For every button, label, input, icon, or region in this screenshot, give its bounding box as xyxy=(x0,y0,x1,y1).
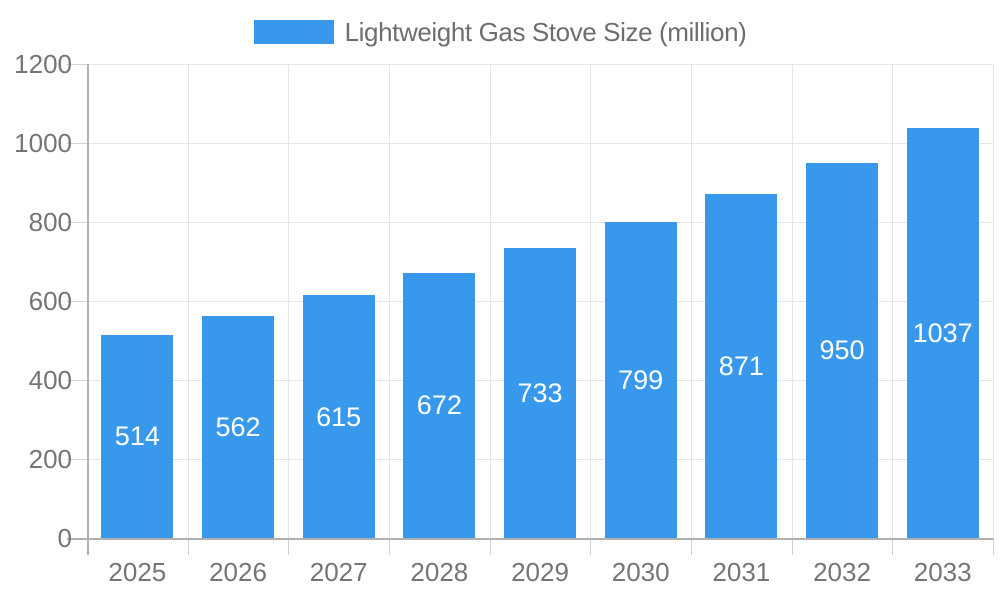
y-tick xyxy=(67,380,87,381)
v-gridline xyxy=(993,64,994,538)
y-axis-label: 0 xyxy=(57,523,72,553)
y-tick xyxy=(67,143,87,144)
y-axis-label: 1200 xyxy=(14,49,72,79)
x-tick xyxy=(892,538,894,555)
x-axis-label: 2029 xyxy=(511,557,569,587)
bar-value-label: 514 xyxy=(114,421,160,452)
y-tick xyxy=(67,222,87,223)
x-tick xyxy=(691,538,692,555)
x-axis-label: 2025 xyxy=(108,557,167,587)
x-tick xyxy=(187,538,189,555)
bar-value-label: 871 xyxy=(718,350,764,381)
bar[interactable] xyxy=(504,248,576,538)
x-tick xyxy=(389,538,390,555)
x-axis-label: 2026 xyxy=(209,557,267,587)
y-axis-line xyxy=(87,64,89,555)
bar[interactable] xyxy=(202,316,274,538)
legend-swatch xyxy=(253,20,334,44)
x-tick xyxy=(993,538,994,555)
bar[interactable] xyxy=(604,222,677,538)
legend[interactable]: Lightweight Gas Stove Size (million) xyxy=(0,15,1000,49)
bar-value-label: 950 xyxy=(819,335,865,366)
x-tick xyxy=(791,538,793,555)
bar[interactable] xyxy=(302,295,375,538)
y-tick xyxy=(67,459,87,460)
y-tick xyxy=(67,301,87,302)
x-tick xyxy=(489,538,491,555)
bar[interactable] xyxy=(906,128,979,538)
x-axis-label: 2028 xyxy=(410,557,469,587)
h-gridline xyxy=(87,222,993,223)
y-axis-label: 600 xyxy=(28,286,72,316)
x-axis-label: 2027 xyxy=(309,557,368,587)
y-axis-label: 1000 xyxy=(14,128,72,158)
bar-value-label: 1037 xyxy=(912,318,973,349)
y-axis-label: 200 xyxy=(28,444,72,474)
bar-value-label: 562 xyxy=(215,412,261,442)
h-gridline xyxy=(87,143,993,144)
y-axis-label: 800 xyxy=(28,207,72,237)
bar[interactable] xyxy=(806,162,878,538)
x-tick xyxy=(288,538,290,555)
x-axis-label: 2031 xyxy=(712,557,771,587)
x-axis-label: 2033 xyxy=(913,557,972,587)
y-tick xyxy=(67,64,87,65)
h-gridline xyxy=(87,64,993,65)
bar-value-label: 615 xyxy=(316,401,362,432)
x-axis-line xyxy=(67,538,993,540)
y-axis-label: 400 xyxy=(28,365,72,395)
bar[interactable] xyxy=(101,334,174,538)
legend-label: Lightweight Gas Stove Size (million) xyxy=(344,16,747,47)
x-axis-label: 2030 xyxy=(611,557,670,587)
bar[interactable] xyxy=(705,193,778,538)
x-axis-label: 2032 xyxy=(813,557,871,587)
x-tick xyxy=(590,538,592,555)
bar-value-label: 799 xyxy=(618,365,664,396)
bar-value-label: 672 xyxy=(416,390,462,421)
bar-value-label: 733 xyxy=(517,378,563,409)
bar[interactable] xyxy=(403,272,476,538)
